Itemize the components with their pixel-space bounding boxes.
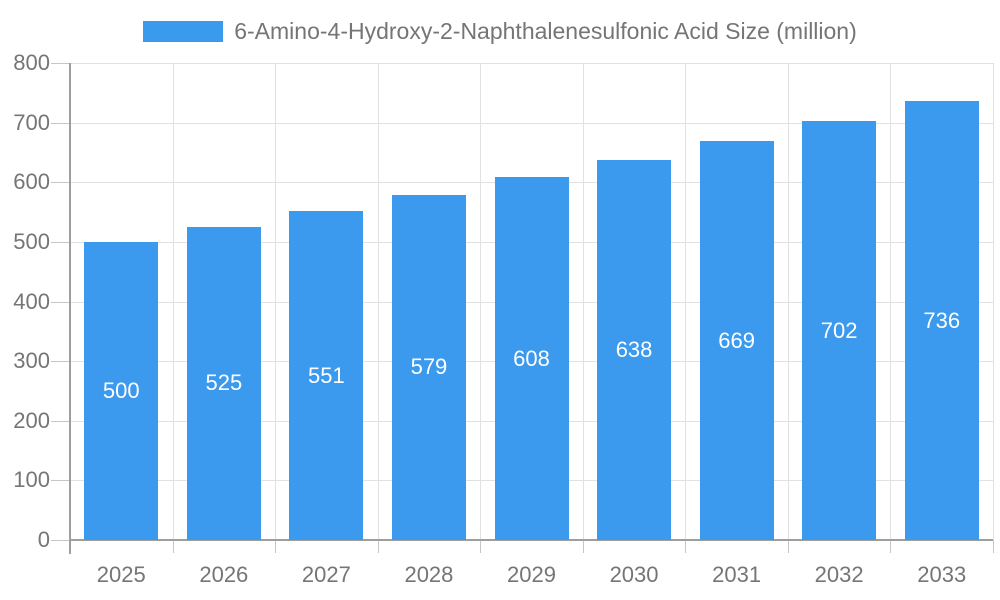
bar-value-label: 525 bbox=[205, 370, 243, 396]
x-axis-tick bbox=[480, 540, 482, 553]
x-gridline bbox=[685, 63, 687, 540]
x-gridline bbox=[377, 63, 379, 540]
y-axis-tick bbox=[51, 63, 69, 64]
bar-2029[interactable]: 608 bbox=[494, 177, 569, 540]
plot-area: 0 100 200 300 400 500 600 700 800 500 2025 525 2026 5… bbox=[13, 50, 994, 587]
bar-value-label: 500 bbox=[102, 377, 140, 403]
x-axis-tick bbox=[890, 540, 892, 553]
x-axis-label: 2030 bbox=[609, 562, 659, 587]
legend-item[interactable]: 6-Amino-4-Hydroxy-2-Naphthalenesulfonic … bbox=[0, 20, 1000, 43]
x-axis-tick bbox=[993, 540, 994, 553]
y-axis-tick bbox=[51, 122, 69, 124]
bar-2027[interactable]: 551 bbox=[289, 211, 364, 540]
y-gridline bbox=[70, 63, 993, 64]
y-axis-label: 0 bbox=[37, 527, 50, 552]
bar-2033[interactable]: 736 bbox=[904, 101, 979, 540]
y-axis-label: 500 bbox=[13, 228, 50, 254]
x-axis-tick bbox=[685, 540, 687, 553]
y-axis-label: 300 bbox=[13, 348, 50, 374]
y-axis-label: 200 bbox=[13, 407, 50, 433]
y-axis-tick bbox=[51, 301, 69, 303]
bar-value-label: 551 bbox=[308, 362, 345, 388]
y-axis-tick bbox=[51, 540, 69, 541]
bar-2028[interactable]: 579 bbox=[391, 194, 466, 540]
bar-value-label: 579 bbox=[410, 354, 448, 380]
x-axis-label: 2027 bbox=[301, 562, 351, 587]
x-gridline bbox=[275, 63, 277, 540]
x-gridline bbox=[582, 63, 584, 540]
x-axis-tick bbox=[787, 540, 789, 553]
bar-value-label: 669 bbox=[718, 327, 755, 353]
bar-2025[interactable]: 500 bbox=[84, 241, 159, 540]
x-axis-line bbox=[69, 539, 993, 541]
legend-label: 6-Amino-4-Hydroxy-2-Naphthalenesulfonic … bbox=[234, 18, 857, 44]
y-axis-label: 700 bbox=[13, 109, 50, 135]
bar-value-label: 736 bbox=[923, 307, 961, 333]
x-axis-tick bbox=[275, 540, 277, 553]
x-axis-label: 2028 bbox=[404, 562, 454, 587]
x-axis-label: 2032 bbox=[814, 562, 864, 587]
x-axis-label: 2026 bbox=[199, 562, 249, 587]
x-axis-label: 2033 bbox=[917, 562, 967, 587]
x-gridline bbox=[787, 63, 789, 540]
x-axis-label: 2031 bbox=[712, 562, 762, 587]
bar-value-label: 702 bbox=[820, 317, 858, 343]
y-axis-label: 800 bbox=[13, 50, 50, 75]
y-axis-tick bbox=[51, 361, 69, 363]
x-gridline bbox=[480, 63, 482, 540]
y-axis-label: 600 bbox=[13, 169, 50, 195]
y-axis-label: 400 bbox=[13, 288, 50, 314]
y-gridline bbox=[70, 122, 993, 124]
bar-2032[interactable]: 702 bbox=[802, 121, 877, 540]
x-gridline bbox=[993, 63, 994, 540]
y-axis-tick bbox=[51, 182, 69, 184]
bar-2031[interactable]: 669 bbox=[699, 141, 774, 540]
bar-2030[interactable]: 638 bbox=[597, 159, 672, 540]
x-axis-tick bbox=[172, 540, 174, 553]
y-axis-label: 100 bbox=[13, 467, 50, 493]
x-axis-label: 2029 bbox=[507, 562, 556, 587]
bar-value-label: 608 bbox=[513, 345, 550, 371]
legend-swatch-icon bbox=[143, 21, 224, 42]
y-axis-line bbox=[69, 63, 71, 554]
y-axis-tick bbox=[51, 241, 69, 243]
x-axis-tick bbox=[582, 540, 584, 553]
bar-2026[interactable]: 525 bbox=[186, 226, 261, 540]
x-gridline bbox=[172, 63, 174, 540]
x-axis-label: 2025 bbox=[96, 562, 146, 587]
y-axis-tick bbox=[51, 420, 69, 422]
x-gridline bbox=[890, 63, 892, 540]
y-axis-tick bbox=[51, 480, 69, 482]
x-axis-tick bbox=[377, 540, 379, 553]
bar-value-label: 638 bbox=[615, 336, 653, 362]
